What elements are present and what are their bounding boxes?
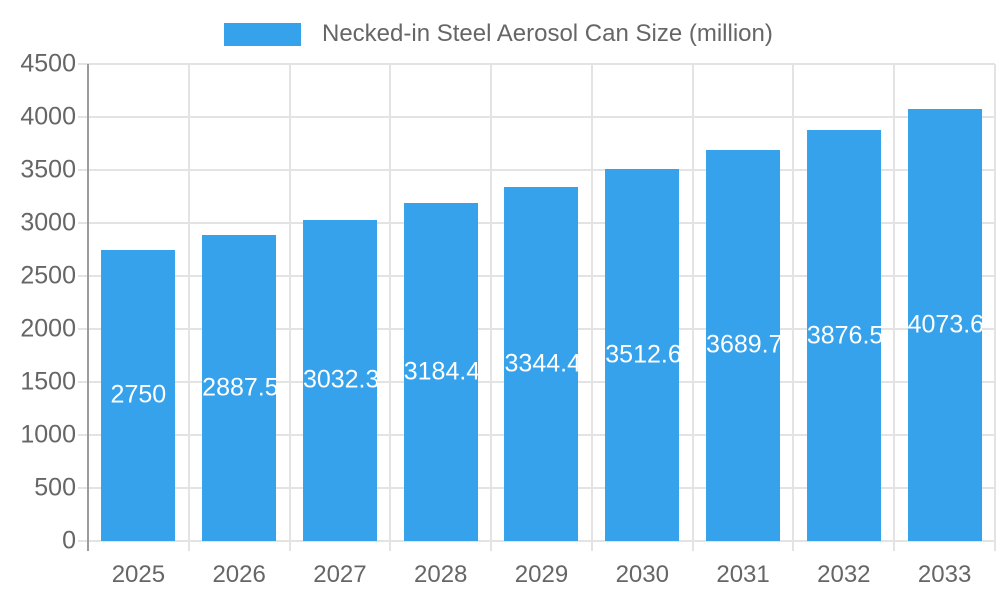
x-axis-labels: 2025 2026 2027 2028 2029 2030 2031 2032 2033	[88, 541, 995, 591]
x-tick-label: 2031	[716, 561, 770, 588]
bar-value-annotation: 3032.38	[302, 365, 377, 394]
bar-slot: 2750	[88, 64, 189, 541]
bar-2025[interactable]: 2750	[101, 249, 176, 541]
bar-slot: 3032.38	[290, 64, 391, 541]
y-tick-label: 4000	[20, 102, 76, 131]
y-tick-label: 3500	[20, 155, 76, 184]
gridline-vertical	[691, 64, 694, 551]
gridline-vertical	[792, 64, 795, 551]
gridline-horizontal	[78, 169, 995, 171]
y-tick-label: 0	[62, 526, 76, 555]
y-tick-label: 2000	[20, 314, 76, 343]
plot-area: 2750 2887.5 3032.38 3184.49 3344.42 3512.64 36…	[78, 63, 996, 551]
bar-slot: 3689.78	[693, 64, 794, 541]
bar-slot: 3344.42	[491, 64, 592, 541]
bar-slot: 3876.56	[793, 64, 894, 541]
bar-2027[interactable]: 3032.38	[302, 219, 377, 541]
gridline-horizontal	[78, 116, 995, 118]
x-tick-label: 2025	[111, 561, 166, 588]
bar-2030[interactable]: 3512.64	[605, 168, 680, 541]
x-tick-label: 2032	[817, 561, 871, 588]
bar-value-annotation: 3512.64	[605, 340, 680, 369]
bar-value-annotation: 3344.42	[504, 349, 579, 378]
gridline-vertical	[187, 64, 190, 551]
bar-slot: 2887.5	[189, 64, 290, 541]
gridline-vertical	[893, 64, 896, 551]
gridline-vertical	[490, 64, 493, 551]
bar-slot: 4073.69	[894, 64, 995, 541]
bar-2026[interactable]: 2887.5	[202, 234, 277, 541]
bar-2031[interactable]: 3689.78	[706, 149, 781, 541]
y-tick-label: 2500	[20, 261, 76, 290]
bar-value-annotation: 3876.56	[806, 321, 881, 350]
y-tick-label: 3000	[20, 208, 76, 237]
gridline-vertical	[994, 64, 996, 551]
x-tick-label: 2030	[615, 561, 669, 588]
legend[interactable]: Necked-in Steel Aerosol Can Size (millio…	[224, 20, 773, 48]
y-tick-label: 1000	[20, 420, 76, 449]
gridline-vertical	[288, 64, 291, 551]
bar-value-annotation: 2750	[110, 380, 167, 409]
gridline-horizontal	[78, 63, 995, 65]
bar-value-annotation: 2887.5	[202, 373, 277, 402]
x-tick-label: 2027	[313, 561, 367, 588]
bar-2029[interactable]: 3344.42	[504, 186, 579, 541]
y-axis-labels: 0 500 1000 1500 2000 2500 3000 3500 4000 4500	[0, 50, 76, 555]
y-tick-label: 500	[34, 473, 76, 502]
gridline-vertical	[389, 64, 392, 551]
y-axis-line	[87, 64, 89, 551]
gridline-vertical	[590, 64, 593, 551]
bar-value-annotation: 4073.69	[907, 310, 982, 339]
gridline-horizontal	[78, 540, 995, 542]
x-tick-label: 2026	[212, 561, 266, 588]
bar-value-annotation: 3184.49	[403, 357, 478, 386]
bar-value-annotation: 3689.78	[706, 330, 781, 359]
bar-slot: 3184.49	[390, 64, 491, 541]
x-tick-label: 2028	[414, 561, 468, 588]
legend-swatch-icon	[224, 22, 301, 46]
bar-2028[interactable]: 3184.49	[403, 203, 478, 541]
bar-2033[interactable]: 4073.69	[907, 109, 982, 541]
x-tick-label: 2029	[514, 561, 569, 588]
y-tick-label: 4500	[20, 49, 76, 78]
legend-label: Necked-in Steel Aerosol Can Size (millio…	[322, 20, 773, 47]
bar-2032[interactable]: 3876.56	[806, 130, 881, 541]
y-tick-label: 1500	[20, 367, 76, 396]
x-tick-label: 2033	[917, 561, 972, 588]
bar-slot: 3512.64	[592, 64, 693, 541]
